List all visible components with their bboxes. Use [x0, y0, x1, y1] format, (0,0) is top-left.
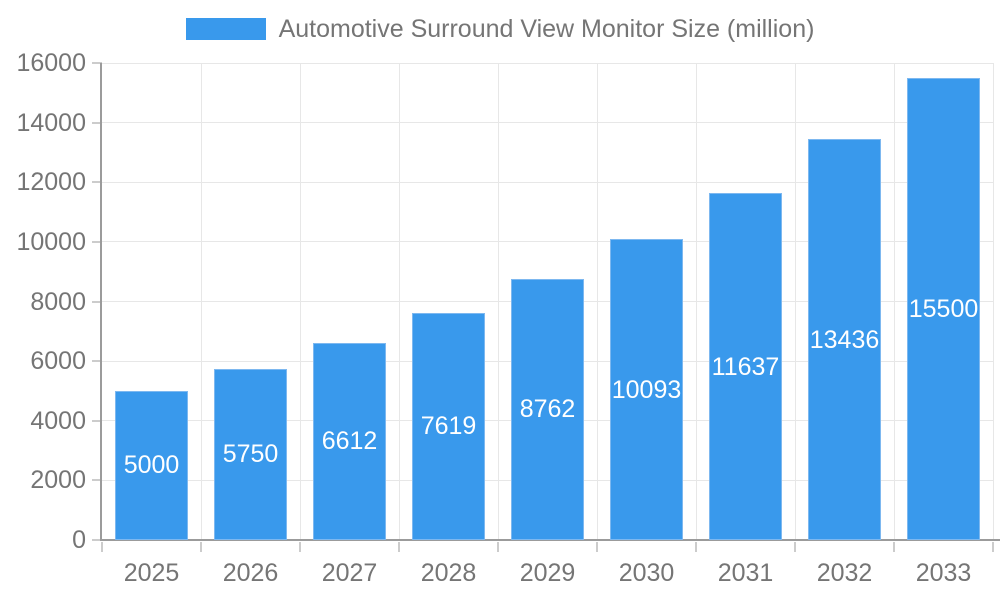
y-axis-tick-label: 10000	[16, 227, 86, 256]
x-axis-tick-label: 2032	[816, 559, 873, 587]
bar[interactable]	[214, 368, 287, 540]
y-axis-tick	[92, 539, 102, 541]
bar[interactable]	[610, 239, 683, 540]
bar-value-label: 6612	[321, 427, 378, 456]
y-axis-tick-label: 2000	[30, 466, 86, 495]
y-gridline	[102, 241, 993, 243]
y-axis-tick	[92, 62, 102, 64]
legend: Automotive Surround View Monitor Size (m…	[0, 14, 1000, 44]
bar-value-label: 11637	[711, 352, 780, 381]
y-axis-tick	[92, 121, 102, 124]
y-axis-tick-label: 12000	[16, 168, 86, 197]
x-axis-tick	[794, 542, 796, 552]
bar-value-label: 7619	[420, 412, 477, 441]
x-gridline	[992, 63, 994, 540]
x-axis-tick-label: 2025	[123, 559, 180, 587]
x-gridline	[596, 63, 598, 540]
bar-value-label: 8762	[519, 395, 576, 424]
y-gridline	[102, 62, 993, 64]
y-axis-tick	[92, 240, 102, 243]
bar[interactable]	[313, 342, 386, 540]
x-gridline	[299, 63, 301, 540]
y-axis-tick	[92, 360, 102, 363]
x-gridline	[794, 63, 796, 540]
bar[interactable]	[115, 390, 188, 540]
x-axis-tick	[398, 542, 400, 552]
x-axis-tick	[992, 542, 994, 552]
x-gridline	[200, 63, 202, 540]
x-axis-tick-label: 2031	[717, 559, 774, 587]
x-axis-tick	[497, 542, 499, 552]
x-axis-tick-label: 2029	[519, 559, 576, 587]
bar[interactable]	[511, 278, 584, 540]
x-axis-tick-label: 2030	[618, 559, 675, 587]
x-axis-tick-label: 2028	[420, 559, 477, 587]
y-axis-tick	[92, 300, 102, 303]
bar[interactable]	[412, 312, 485, 540]
x-gridline	[695, 63, 697, 540]
x-axis-tick	[893, 542, 895, 552]
legend-swatch[interactable]	[185, 18, 266, 40]
y-axis-tick-label: 16000	[16, 49, 86, 77]
y-axis-tick	[92, 479, 102, 482]
bar-value-label: 10093	[611, 375, 682, 404]
x-axis-tick	[695, 542, 697, 552]
x-axis-tick	[299, 542, 301, 552]
x-axis-tick	[200, 542, 202, 552]
y-axis-tick-label: 4000	[30, 406, 86, 435]
bar-value-label: 15500	[908, 294, 979, 323]
x-gridline	[497, 63, 499, 540]
bar-value-label: 13436	[809, 325, 880, 354]
x-axis-line	[100, 539, 1000, 541]
y-axis-tick-label: 14000	[16, 108, 86, 137]
y-axis-tick-label: 0	[72, 526, 86, 554]
bar[interactable]	[709, 193, 782, 540]
x-gridline	[893, 63, 895, 540]
y-axis-tick-label: 6000	[30, 347, 86, 376]
x-gridline	[398, 63, 400, 540]
bar-value-label: 5750	[222, 440, 279, 469]
bar[interactable]	[907, 77, 980, 540]
bar-value-label: 5000	[123, 451, 180, 480]
bar[interactable]	[808, 139, 881, 540]
x-axis-tick	[101, 542, 103, 552]
y-gridline	[102, 122, 993, 124]
y-axis-tick-label: 8000	[30, 287, 86, 316]
y-axis-tick	[92, 419, 102, 422]
y-gridline	[102, 181, 993, 183]
y-axis-tick	[92, 181, 102, 184]
y-axis-line	[100, 63, 102, 541]
x-axis-tick-label: 2027	[321, 559, 378, 587]
x-axis-tick	[596, 542, 598, 552]
x-axis-tick-label: 2026	[222, 559, 279, 587]
legend-label[interactable]: Automotive Surround View Monitor Size (m…	[278, 15, 815, 43]
x-axis-tick-label: 2033	[915, 559, 972, 587]
